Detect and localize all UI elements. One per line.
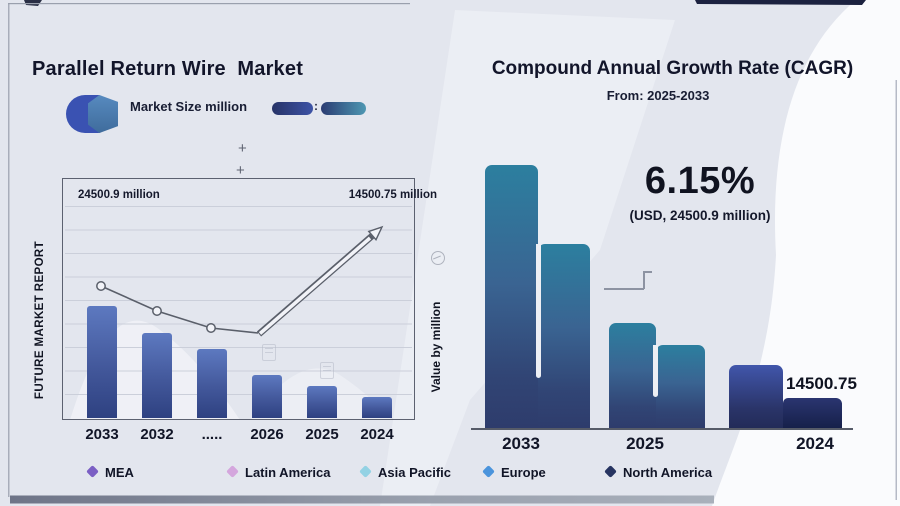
left-bar-2033 — [87, 306, 117, 418]
market-size-cylinder-icon — [66, 95, 118, 133]
left-x-label: 2033 — [85, 426, 119, 443]
legend-pill-teal-icon — [321, 102, 366, 115]
left-x-label: ..... — [201, 426, 223, 443]
left-chart-start-value: 24500.9 million — [78, 189, 160, 201]
left-bar-..... — [197, 349, 227, 418]
ghost-document-icon — [320, 362, 334, 379]
left-bar-2032 — [142, 333, 172, 418]
step-decoration-line — [643, 271, 645, 289]
left-bar-2024 — [362, 397, 392, 418]
legend-label: North America — [623, 465, 713, 480]
left-x-label: 2026 — [250, 426, 284, 443]
right-bars — [465, 163, 860, 430]
right-chart-value-label: 14500.75 — [786, 374, 857, 393]
step-decoration-line — [604, 288, 644, 290]
legend-diamond-icon — [86, 465, 99, 478]
right-bar-2025-1 — [656, 345, 705, 428]
right-chart-title: Compound Annual Growth Rate (CAGR) — [491, 58, 854, 79]
legend-pill-dark-icon — [272, 102, 313, 115]
market-size-legend-label: Market Size million — [130, 99, 248, 114]
legend-diamond-icon — [359, 465, 372, 478]
circled-minus-icon — [431, 251, 445, 265]
ghost-document-icon — [262, 344, 276, 361]
region-legend: MEA Latin America Asia Pacific Europe North … — [0, 462, 900, 492]
legend-diamond-icon — [482, 465, 495, 478]
legend-diamond-icon — [604, 465, 617, 478]
left-bars — [62, 178, 415, 420]
left-chart-end-value: 14500.75 million — [348, 189, 437, 201]
right-x-label: 2024 — [796, 434, 834, 453]
right-x-label: 2025 — [626, 434, 664, 453]
left-chart-title: Parallel Return Wire Market — [32, 58, 304, 80]
right-bar-2024-0 — [729, 365, 783, 428]
legend-pill-separator: : — [314, 99, 318, 113]
cagr-value: 6.15% — [644, 160, 756, 202]
plus-mark-icon: + — [236, 162, 245, 179]
left-x-label: 2032 — [140, 426, 174, 443]
right-bar-2025-0 — [609, 323, 656, 428]
bar-gap-slit — [536, 244, 541, 378]
right-chart-axis — [471, 428, 853, 430]
left-x-label: 2024 — [360, 426, 394, 443]
right-bar-2024-1 — [783, 398, 842, 428]
legend-label: Europe — [501, 465, 546, 480]
legend-label: MEA — [105, 465, 134, 480]
future-market-report-label: FUTURE MARKET REPORT — [34, 240, 46, 400]
right-bar-2033-1 — [538, 244, 590, 428]
cagr-note: (USD, 24500.9 million) — [629, 208, 771, 223]
right-chart-subtitle: From: 2025-2033 — [606, 88, 710, 103]
legend-label: Latin America — [245, 465, 331, 480]
bar-gap-slit — [653, 345, 658, 397]
plus-mark-icon: + — [238, 140, 247, 157]
left-bar-2026 — [252, 375, 282, 418]
value-by-million-label: Value by million — [429, 301, 443, 393]
legend-diamond-icon — [226, 465, 239, 478]
right-bar-2033-0 — [485, 165, 538, 428]
left-x-label: 2025 — [305, 426, 339, 443]
legend-label: Asia Pacific — [378, 465, 451, 480]
left-bar-2025 — [307, 386, 337, 418]
step-decoration-line — [643, 271, 652, 273]
right-x-label: 2033 — [502, 434, 540, 453]
